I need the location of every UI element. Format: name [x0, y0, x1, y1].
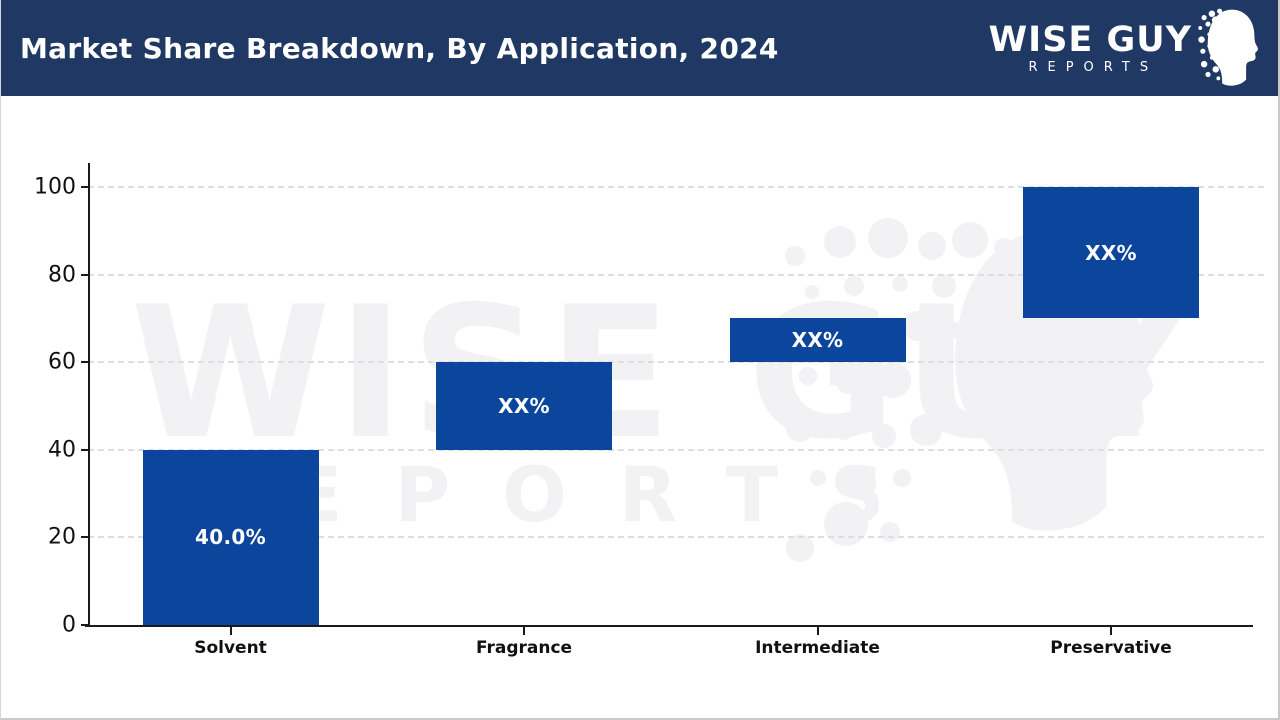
x-category-label: Solvent [194, 638, 267, 658]
bar-value-label: XX% [791, 328, 844, 353]
gridline [88, 361, 1264, 364]
gridline [88, 186, 1264, 188]
bar-value-label: 40.0% [195, 525, 266, 550]
gridline [88, 536, 1264, 539]
x-tick-mark [1110, 627, 1112, 635]
bar-preservative: XX% [1023, 187, 1199, 319]
y-tick-mark [81, 536, 88, 539]
y-tick-label: 40 [48, 437, 76, 463]
y-tick-mark [81, 448, 88, 451]
brand-face-icon [1198, 8, 1258, 86]
gridline [88, 448, 1264, 451]
y-tick-mark [81, 273, 88, 276]
brand-subtitle: REPORTS [1028, 60, 1159, 75]
brand-name: WISE GUY [988, 20, 1192, 60]
bar-value-label: XX% [498, 393, 550, 418]
y-axis [88, 163, 90, 627]
y-tick-label: 20 [48, 524, 76, 550]
gridline [88, 273, 1264, 276]
y-tick-mark [81, 361, 88, 364]
x-tick-mark [523, 627, 525, 635]
y-tick-mark [81, 186, 88, 188]
brand-logo-text: WISE GUY REPORTS [989, 21, 1192, 75]
bar-fragrance: XX% [436, 362, 612, 450]
y-tick-label: 60 [48, 349, 76, 375]
y-tick-mark [81, 624, 88, 626]
bar-value-label: XX% [1085, 240, 1137, 265]
page-title: Market Share Breakdown, By Application, … [20, 31, 779, 65]
x-tick-mark [816, 627, 819, 635]
x-category-label: Fragrance [475, 638, 573, 658]
bar-solvent: 40.0% [142, 449, 319, 625]
x-category-label: Intermediate [755, 638, 880, 658]
y-tick-label: 80 [48, 262, 76, 288]
y-tick-label: 100 [34, 174, 76, 200]
x-category-label: Preservative [1050, 638, 1172, 658]
brand-logo: WISE GUY REPORTS [989, 6, 1272, 90]
x-tick-mark [229, 627, 232, 635]
x-axis [85, 625, 1253, 627]
bar-intermediate: XX% [729, 318, 906, 363]
y-tick-label: 0 [62, 612, 76, 638]
watermark-dots [774, 218, 1014, 562]
header: Market Share Breakdown, By Application, … [0, 0, 1280, 96]
chart-area: WISE GUY REPORTS [0, 96, 1280, 720]
